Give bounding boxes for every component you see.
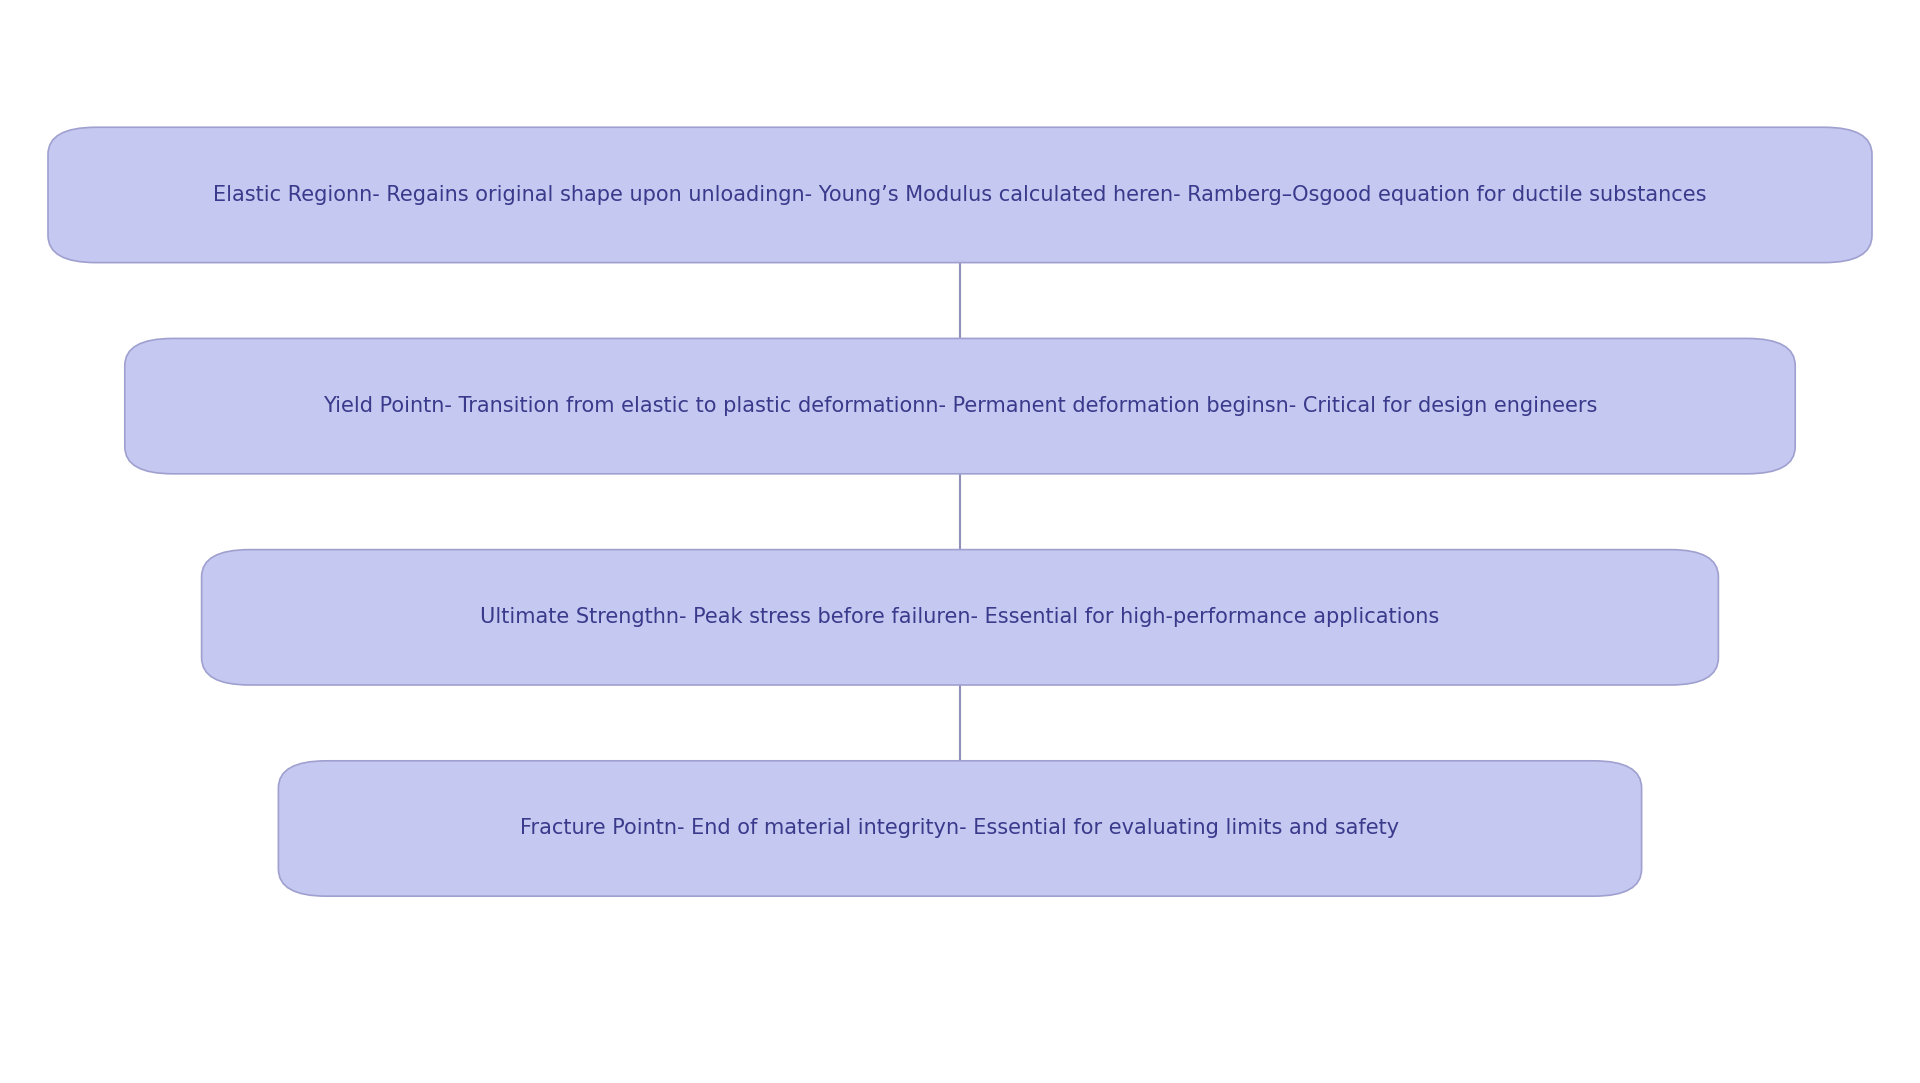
Text: Elastic Regionn- Regains original shape upon unloadingn- Young’s Modulus calcula: Elastic Regionn- Regains original shape … — [213, 185, 1707, 205]
FancyBboxPatch shape — [202, 550, 1718, 686]
FancyBboxPatch shape — [48, 128, 1872, 263]
Text: Yield Pointn- Transition from elastic to plastic deformationn- Permanent deforma: Yield Pointn- Transition from elastic to… — [323, 396, 1597, 416]
FancyBboxPatch shape — [278, 760, 1642, 897]
FancyBboxPatch shape — [125, 338, 1795, 474]
Text: Ultimate Strengthn- Peak stress before failuren- Essential for high-performance : Ultimate Strengthn- Peak stress before f… — [480, 608, 1440, 627]
Text: Fracture Pointn- End of material integrityn- Essential for evaluating limits and: Fracture Pointn- End of material integri… — [520, 819, 1400, 838]
